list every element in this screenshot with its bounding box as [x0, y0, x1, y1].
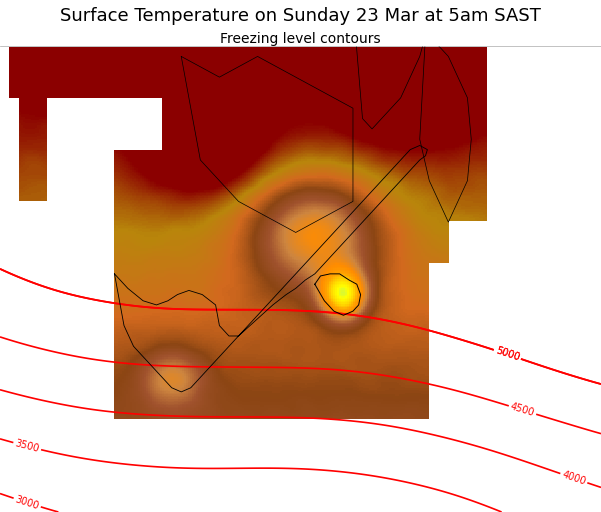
Text: 5000: 5000	[494, 346, 520, 363]
Text: Surface Temperature on Sunday 23 Mar at 5am SAST: Surface Temperature on Sunday 23 Mar at …	[60, 7, 541, 25]
Text: 4500: 4500	[509, 402, 535, 418]
Text: 3000: 3000	[14, 494, 40, 511]
Text: 3500: 3500	[14, 438, 40, 454]
Text: 4000: 4000	[561, 470, 587, 487]
Text: Freezing level contours: Freezing level contours	[220, 32, 381, 46]
Text: 5000: 5000	[494, 346, 520, 363]
